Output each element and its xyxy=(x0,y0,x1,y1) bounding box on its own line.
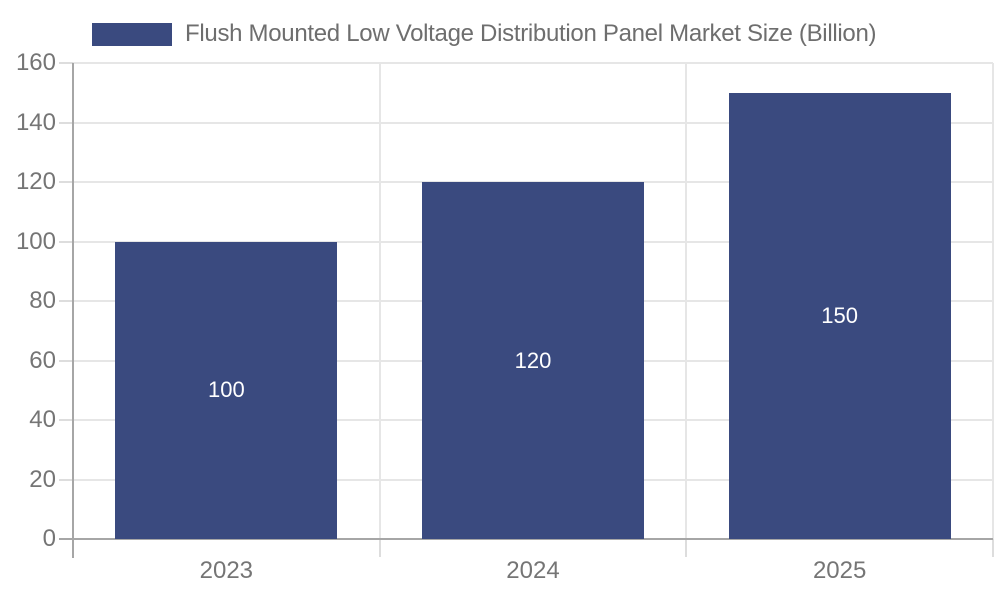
y-axis-line xyxy=(72,63,74,558)
gridline-vertical xyxy=(378,63,381,539)
bar-2024[interactable]: 120 xyxy=(422,182,644,539)
y-axis-tick xyxy=(59,419,73,421)
y-axis-tick xyxy=(59,181,73,183)
y-axis-tick xyxy=(59,478,73,481)
y-axis-tick xyxy=(59,359,73,362)
legend-swatch xyxy=(92,22,172,46)
bar-value-label: 100 xyxy=(207,377,245,403)
x-axis-line xyxy=(59,538,993,540)
y-tick-label: 160 xyxy=(15,49,56,76)
legend-label: Flush Mounted Low Voltage Distribution P… xyxy=(185,20,877,47)
legend[interactable]: Flush Mounted Low Voltage Distribution P… xyxy=(92,20,877,48)
gridline-vertical xyxy=(685,63,688,539)
bar-value-label: 150 xyxy=(821,302,859,328)
bar-2023[interactable]: 100 xyxy=(115,241,338,539)
gridline-vertical xyxy=(992,63,994,539)
y-axis-tick xyxy=(59,240,73,243)
y-axis-tick xyxy=(59,62,73,64)
x-axis-tick xyxy=(992,539,994,557)
gridline-horizontal xyxy=(73,121,993,124)
x-tick-label: 2023 xyxy=(199,557,254,584)
y-tick-label: 40 xyxy=(29,406,56,433)
y-tick-label: 0 xyxy=(42,525,56,552)
gridline-horizontal xyxy=(73,62,993,64)
y-tick-label: 120 xyxy=(15,168,56,195)
bar-2025[interactable]: 150 xyxy=(728,92,951,539)
y-axis-tick xyxy=(59,300,73,302)
y-tick-label: 80 xyxy=(29,287,56,314)
y-tick-label: 20 xyxy=(29,465,56,493)
x-axis-tick xyxy=(378,539,381,557)
bar-value-label: 120 xyxy=(514,347,552,373)
x-tick-label: 2025 xyxy=(812,557,867,584)
x-axis-tick xyxy=(685,539,688,557)
y-tick-label: 60 xyxy=(29,346,56,374)
y-tick-label: 140 xyxy=(15,108,56,136)
x-tick-label: 2024 xyxy=(506,557,560,584)
y-axis-tick xyxy=(59,121,73,124)
y-tick-label: 100 xyxy=(15,227,56,255)
